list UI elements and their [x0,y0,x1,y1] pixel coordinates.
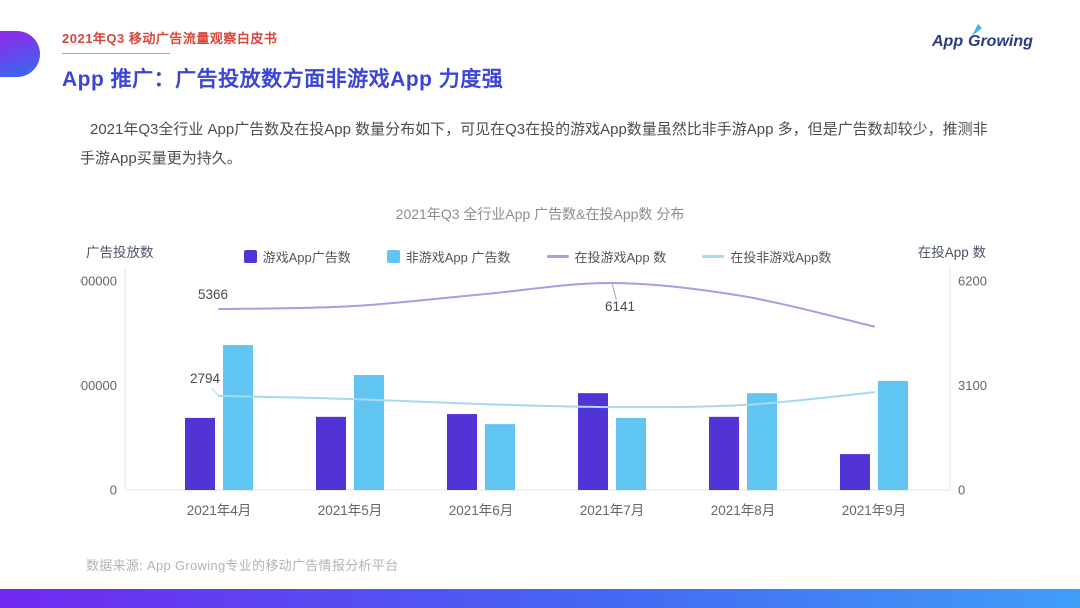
bar-nongame-ads-3 [616,417,646,490]
right-axis-tick: 0 [958,483,965,498]
bar-game-ads-0 [185,417,215,490]
bar-nongame-ads-1 [354,375,384,490]
x-axis-category-label: 2021年9月 [842,503,907,518]
bar-game-ads-3 [578,393,608,490]
body-paragraph: 2021年Q3全行业 App广告数及在投App 数量分布如下，可见在Q3在投的游… [80,121,988,167]
chart-title: 2021年Q3 全行业App 广告数&在投App数 分布 [395,206,685,222]
logo-quill-icon [972,24,982,36]
x-axis-category-label: 2021年8月 [711,503,776,518]
legend-label: 游戏App广告数 [262,250,351,265]
left-axis-tick: 6000000 [80,274,117,289]
bar-swatch-icon [386,250,400,263]
page-title: App 推广：广告投放数方面非游戏App 力度强 [62,68,504,91]
data-source-note: 数据来源: App Growing专业的移动广告情报分析平台 [86,558,399,573]
header-underline [62,53,170,54]
bar-game-ads-2 [447,414,477,490]
app-growing-logo: App Growing [931,24,1033,50]
data-label-2794: 2794 [190,371,221,386]
x-axis-category-label: 2021年7月 [580,503,645,518]
line-swatch-icon [546,255,569,258]
annotation-leader-line [210,387,220,397]
whitepaper-title: 2021年Q3 移动广告流量观察白皮书 [62,31,278,46]
annotation-leader-line [611,282,617,300]
right-axis-tick: 6200 [958,274,987,289]
bar-nongame-ads-4 [747,393,777,490]
bar-swatch-icon [243,250,257,263]
right-axis-tick: 3100 [958,378,987,393]
chart-svg: 0 3000000 6000000 0 3100 6200 2021年4月 2021年5月 20… [66,267,987,518]
line-game-apps [218,281,875,328]
bottom-gradient-bar [0,589,1080,608]
x-axis-category-label: 2021年5月 [318,503,383,518]
bar-game-ads-4 [709,416,739,490]
bar-game-ads-5 [840,454,870,490]
left-axis-tick: 0 [110,483,117,498]
corner-pill-decoration [0,31,40,77]
line-nongame-apps [218,391,875,409]
legend-label: 在投非游戏App数 [730,250,832,265]
line-swatch-icon [702,255,725,258]
bar-nongame-ads-5 [878,380,908,490]
legend-item-bar-1: 非游戏App 广告数 [386,247,511,266]
chart-area: 0 3000000 6000000 0 3100 6200 2021年4月 2021年5月 20… [66,235,1000,530]
legend-item-line-2: 在投游戏App 数 [546,247,667,266]
legend-label: 非游戏App 广告数 [405,250,511,265]
left-axis-tick: 3000000 [80,378,117,393]
right-axis-title: 在投App 数 [917,245,986,260]
data-label-6141: 6141 [605,299,635,314]
x-axis-category-label: 2021年4月 [187,503,252,518]
legend-item-line-3: 在投非游戏App数 [702,247,831,266]
chart-legend: 游戏App广告数 非游戏App 广告数 在投游戏App 数 在投非游戏App数 [125,247,950,266]
legend-label: 在投游戏App 数 [574,250,667,265]
legend-item-bar-0: 游戏App广告数 [243,247,351,266]
data-label-5366: 5366 [198,287,228,302]
logo-text-growing: Growing [968,33,1033,50]
x-axis-category-label: 2021年6月 [449,503,514,518]
left-axis-title: 广告投放数 [86,245,154,260]
bar-nongame-ads-2 [485,424,515,490]
bar-game-ads-1 [316,416,346,490]
logo-text-app: App [931,33,963,50]
bar-nongame-ads-0 [223,345,253,490]
